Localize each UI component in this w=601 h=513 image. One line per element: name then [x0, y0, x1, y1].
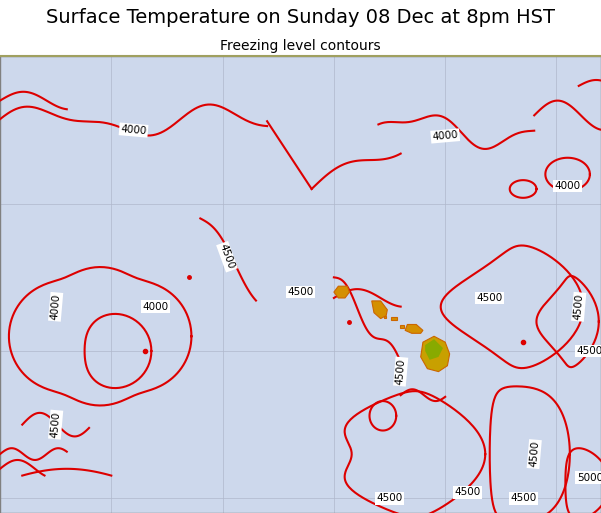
Text: 4500: 4500: [218, 243, 236, 271]
Polygon shape: [384, 316, 386, 318]
Polygon shape: [372, 301, 387, 319]
Polygon shape: [391, 317, 397, 320]
Polygon shape: [400, 325, 404, 328]
Text: 4000: 4000: [555, 181, 581, 191]
Text: 4500: 4500: [49, 411, 62, 438]
Text: 4500: 4500: [573, 293, 585, 320]
Text: 4500: 4500: [394, 358, 407, 385]
Text: 4500: 4500: [577, 346, 601, 356]
Text: 4500: 4500: [454, 487, 481, 498]
Text: 4500: 4500: [477, 293, 503, 303]
Text: 4000: 4000: [432, 130, 459, 142]
Text: 5000: 5000: [577, 472, 601, 483]
Polygon shape: [421, 336, 450, 371]
Text: 4500: 4500: [510, 494, 536, 503]
Text: 4500: 4500: [287, 287, 314, 297]
Text: 4000: 4000: [143, 302, 169, 312]
Text: 4500: 4500: [528, 441, 540, 467]
Text: Surface Temperature on Sunday 08 Dec at 8pm HST: Surface Temperature on Sunday 08 Dec at …: [46, 8, 555, 27]
Text: Freezing level contours: Freezing level contours: [220, 39, 381, 53]
Polygon shape: [405, 325, 423, 333]
Text: 4500: 4500: [376, 494, 403, 503]
Polygon shape: [334, 286, 349, 298]
Text: 4000: 4000: [49, 293, 62, 320]
Polygon shape: [425, 339, 443, 360]
Text: 4000: 4000: [120, 124, 147, 136]
